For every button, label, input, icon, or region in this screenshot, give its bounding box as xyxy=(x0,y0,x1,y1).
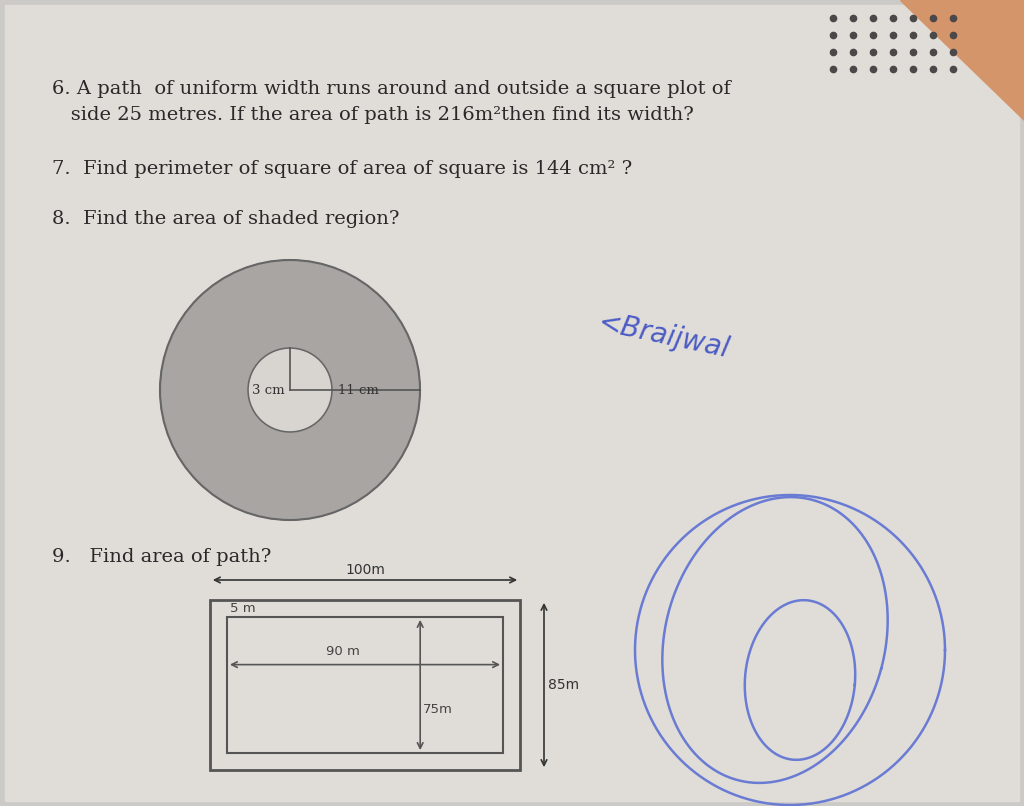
Text: 3 cm: 3 cm xyxy=(252,384,285,397)
Text: 6. A path  of uniform width runs around and outside a square plot of: 6. A path of uniform width runs around a… xyxy=(52,80,731,98)
Text: 5 m: 5 m xyxy=(230,602,256,615)
Text: 9.   Find area of path?: 9. Find area of path? xyxy=(52,548,271,566)
Circle shape xyxy=(248,348,332,432)
Text: 100m: 100m xyxy=(345,563,385,577)
Bar xyxy=(210,600,520,770)
Text: 8.  Find the area of shaded region?: 8. Find the area of shaded region? xyxy=(52,210,399,228)
Bar xyxy=(227,617,503,753)
Text: <Braijwal: <Braijwal xyxy=(595,309,731,364)
Text: 7.  Find perimeter of square of area of square is 144 cm² ?: 7. Find perimeter of square of area of s… xyxy=(52,160,632,178)
Text: side 25 metres. If the area of path is 216m²then find its width?: side 25 metres. If the area of path is 2… xyxy=(52,106,694,124)
Circle shape xyxy=(160,260,420,520)
Text: 85m: 85m xyxy=(548,678,580,692)
Text: 75m: 75m xyxy=(423,703,453,716)
Text: 11 cm: 11 cm xyxy=(338,384,379,397)
Text: 90 m: 90 m xyxy=(326,645,359,658)
Polygon shape xyxy=(900,0,1024,120)
